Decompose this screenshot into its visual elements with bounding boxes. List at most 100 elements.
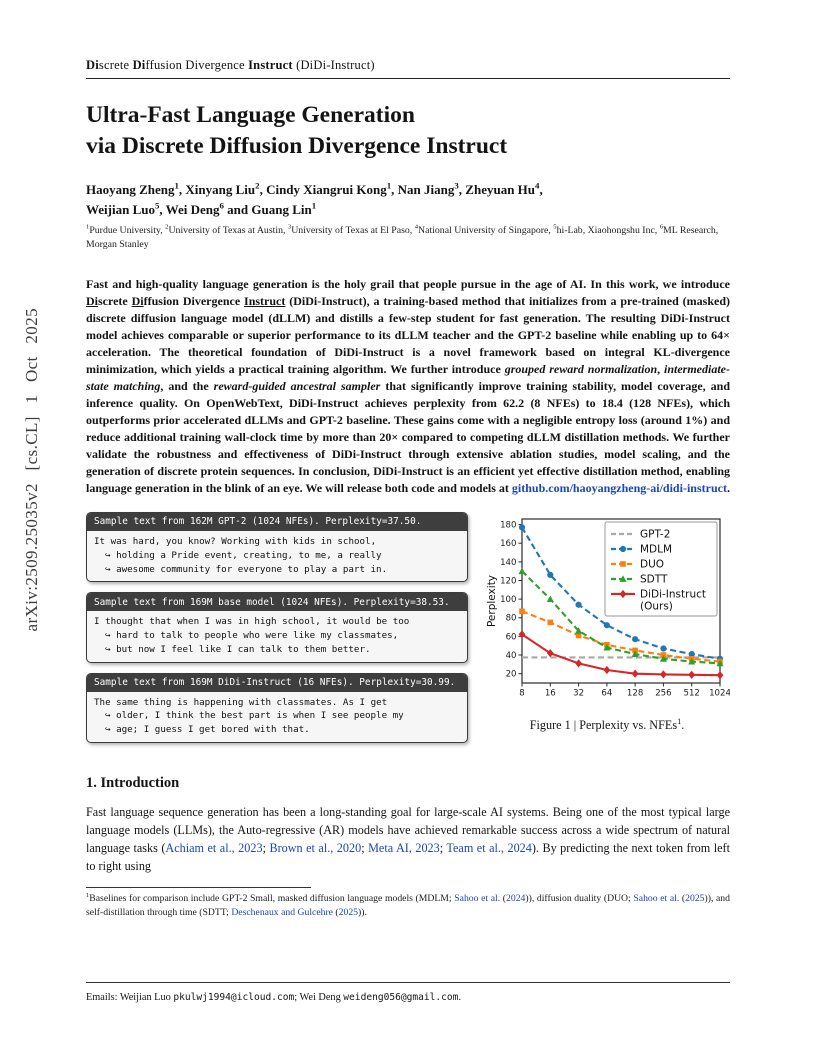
- citation-link[interactable]: Deschenaux and Gulcehre: [231, 907, 333, 919]
- svg-text:GPT-2: GPT-2: [640, 529, 670, 541]
- text-run: Weijian Luo: [86, 201, 155, 217]
- text-run: (DiDi-Instruct): [292, 58, 375, 72]
- text-run: ). By predicting the next token from lef…: [86, 841, 730, 874]
- text-run: pkulwj1994@icloud.com: [173, 992, 295, 1003]
- citation-link[interactable]: Sahoo et al.: [454, 893, 501, 905]
- sample-line: I thought that when I was in high school…: [94, 616, 410, 628]
- figure-1: 20 40 60 80 100 120 140 160 180 8 16 32 64 128 256 512 1…: [484, 512, 731, 753]
- svg-text:32: 32: [573, 688, 584, 698]
- text-run: )), and self-distillation through time (…: [86, 893, 730, 919]
- affiliations: 1Purdue University, 2University of Texas…: [86, 224, 730, 252]
- text-run: University of Texas at Austin,: [168, 225, 288, 237]
- sample-box: Sample text from 169M base model (1024 N…: [86, 592, 468, 663]
- text-run: ;: [361, 841, 369, 856]
- svg-text:16: 16: [545, 688, 556, 698]
- text-run: that significantly improve training stab…: [86, 378, 731, 495]
- sample-box-body: It was hard, you know? Working with kids…: [87, 531, 467, 581]
- citation-link[interactable]: Sahoo et al.: [633, 893, 680, 905]
- text-run: 3: [287, 223, 292, 231]
- sample-line: ↪ age; I guess I get bored with that.: [105, 724, 310, 736]
- text-run: , Wei Deng: [159, 201, 220, 217]
- svg-text:140: 140: [500, 558, 516, 568]
- footnote: 1Baselines for comparison include GPT-2 …: [86, 892, 730, 920]
- author-line-2: Weijian Luo5, Wei Deng6 and Guang Lin1: [86, 200, 730, 220]
- author-list: Haoyang Zheng1, Xinyang Liu2, Cindy Xian…: [86, 180, 730, 219]
- paper-page: Discrete Diffusion Divergence Instruct (…: [86, 58, 731, 920]
- arxiv-sidebar-label: arXiv:2509.25035v2 [cs.CL] 1 Oct 2025: [22, 308, 41, 632]
- text-run: 1: [174, 180, 179, 191]
- text-run: 4: [535, 180, 540, 191]
- text-run: .: [458, 992, 462, 1003]
- text-run: intermediate-state matching: [86, 361, 730, 393]
- text-run: University of Texas at El Paso,: [291, 225, 415, 237]
- svg-text:20: 20: [506, 670, 517, 680]
- text-run: ML Research, Morgan Stanley: [86, 225, 719, 251]
- citation-link[interactable]: 2024: [506, 893, 526, 905]
- citation-link[interactable]: Achiam et al., 2023: [165, 841, 263, 856]
- text-run: screte: [98, 293, 132, 308]
- svg-text:Perplexity: Perplexity: [486, 575, 498, 627]
- sample-box-header: Sample text from 169M DiDi-Instruct (16 …: [87, 673, 467, 692]
- text-run: Di: [86, 293, 98, 308]
- text-run: 2: [255, 180, 260, 191]
- text-run: .: [681, 717, 685, 732]
- text-run: (: [332, 907, 339, 919]
- text-run: (: [500, 893, 506, 905]
- sample-line: ↪ holding a Pride event, creating, to me…: [105, 549, 382, 561]
- sample-box: Sample text from 169M DiDi-Instruct (16 …: [86, 672, 468, 744]
- svg-text:DUO: DUO: [640, 559, 664, 571]
- text-run: 1: [86, 892, 90, 900]
- text-run: 1: [386, 180, 392, 191]
- sample-box-body: I thought that when I was in high school…: [87, 611, 467, 661]
- citation-link[interactable]: Brown et al., 2020: [269, 841, 362, 856]
- text-run: .: [726, 480, 730, 495]
- legend-box: [604, 521, 718, 617]
- svg-text:MDLM: MDLM: [640, 544, 672, 556]
- citation-link[interactable]: 2025: [338, 907, 359, 919]
- citation-link[interactable]: Team et al., 2024: [446, 841, 532, 856]
- text-run: hi-Lab, Xiaohongshu Inc,: [556, 225, 660, 237]
- text-run: Di: [86, 58, 99, 72]
- text-run: 6: [219, 200, 224, 211]
- citation-link[interactable]: 2025: [685, 893, 705, 905]
- svg-text:SDTT: SDTT: [640, 574, 668, 586]
- text-run: ; Wei Deng: [294, 992, 344, 1003]
- abstract: Fast and high-quality language generatio…: [86, 276, 730, 497]
- section-heading-introduction: 1. Introduction: [86, 775, 180, 792]
- svg-text:100: 100: [500, 595, 516, 605]
- citation-link[interactable]: Meta AI, 2023: [368, 841, 440, 856]
- sample-box-header: Sample text from 169M base model (1024 N…: [87, 593, 467, 612]
- text-run: ffusion Divergence: [143, 293, 245, 308]
- text-run: and Guang Lin: [223, 201, 312, 217]
- sample-line: ↪ but now I feel like I can talk to them…: [105, 643, 371, 655]
- text-run: , Zheyuan Hu: [458, 182, 536, 198]
- text-run: 5: [553, 223, 557, 231]
- sample-line: The same thing is happening with classma…: [94, 696, 388, 708]
- footnote-rule: [86, 887, 312, 889]
- citation-link[interactable]: github.com/haoyangzheng-ai/didi-instruct: [511, 480, 727, 495]
- text-run: ;: [262, 841, 270, 856]
- text-run: 5: [155, 200, 160, 211]
- text-run: )), diffusion duality (DUO;: [525, 893, 634, 905]
- text-run: 6: [659, 223, 664, 231]
- text-run: ;: [439, 841, 447, 856]
- paper-title-line1: Ultra-Fast Language Generation: [86, 102, 415, 128]
- svg-text:256: 256: [655, 688, 671, 698]
- svg-text:(Ours): (Ours): [640, 601, 673, 613]
- text-run: 2: [165, 223, 169, 231]
- text-run: reward-guided ancestral sampler: [213, 378, 381, 393]
- text-run: Fast and high-quality language generatio…: [86, 276, 730, 291]
- svg-text:160: 160: [500, 539, 516, 549]
- text-run: Di: [131, 293, 144, 308]
- text-run: Emails: Weijian Luo: [86, 992, 174, 1003]
- text-run: 4: [414, 223, 419, 231]
- text-run: National University of Singapore,: [418, 225, 554, 237]
- text-run: , Nan Jiang: [391, 182, 455, 198]
- text-run: ,: [539, 182, 543, 198]
- sample-line: ↪ hard to talk to people who were like m…: [105, 630, 399, 642]
- svg-text:60: 60: [506, 632, 517, 642]
- text-run: , and the: [160, 378, 214, 393]
- text-run: screte: [98, 58, 133, 72]
- svg-text:1024: 1024: [709, 688, 730, 698]
- text-run: )).: [358, 907, 367, 919]
